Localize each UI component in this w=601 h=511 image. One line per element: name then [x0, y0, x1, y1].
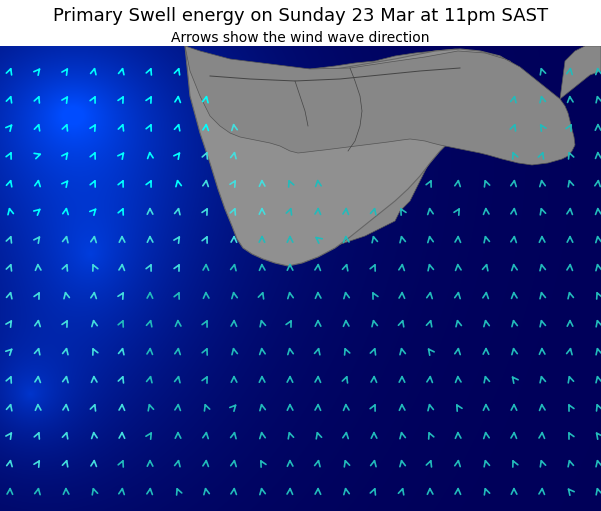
Polygon shape [185, 46, 525, 256]
Polygon shape [560, 46, 601, 99]
Text: Arrows show the wind wave direction: Arrows show the wind wave direction [171, 31, 430, 44]
Polygon shape [185, 46, 525, 266]
Polygon shape [185, 46, 575, 165]
Text: Primary Swell energy on Sunday 23 Mar at 11pm SAST: Primary Swell energy on Sunday 23 Mar at… [53, 7, 548, 25]
